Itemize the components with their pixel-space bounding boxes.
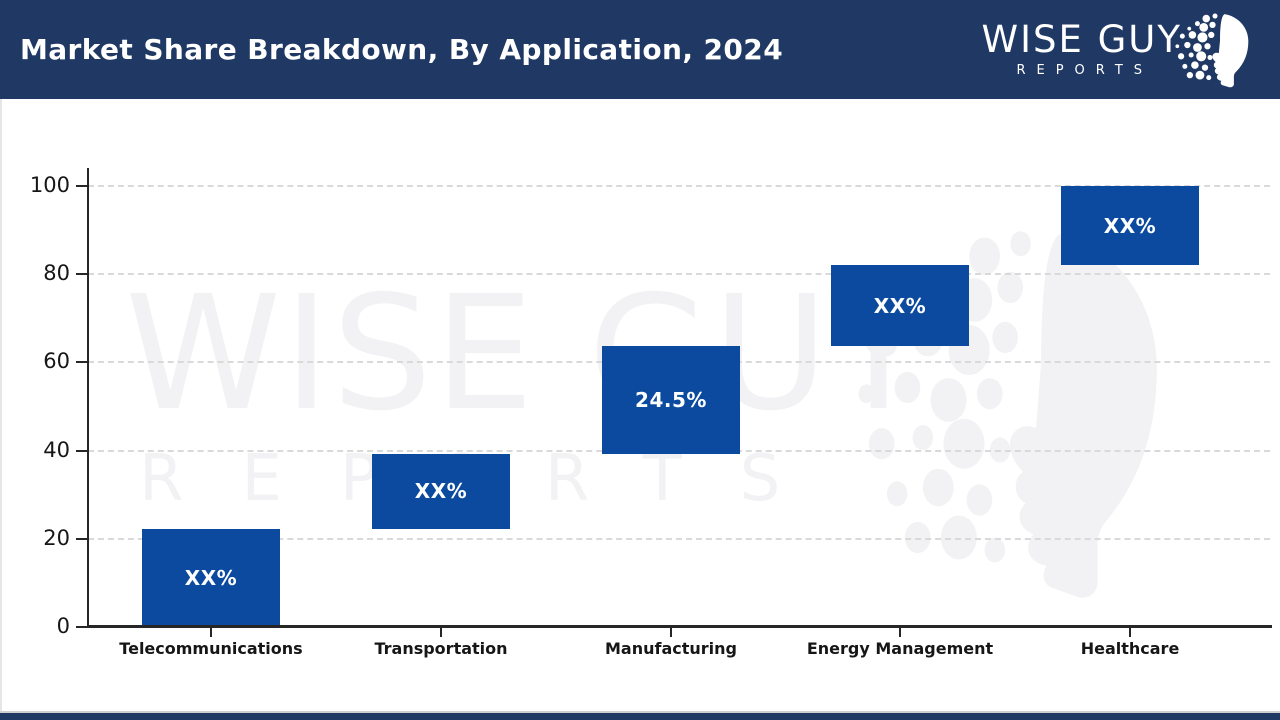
header-bar: Market Share Breakdown, By Application, … <box>0 0 1280 99</box>
bottom-divider <box>0 711 1280 713</box>
logo-text: WISE GUY REPORTS <box>982 21 1182 78</box>
x-category-label: Energy Management <box>806 639 994 658</box>
x-tick-mark <box>899 628 901 637</box>
logo-wordmark: WISE GUY <box>981 18 1182 61</box>
y-tick-label: 0 <box>56 614 70 638</box>
x-category-label: Healthcare <box>1080 639 1180 658</box>
bar-value-label: XX% <box>1103 213 1157 238</box>
x-category-label: Telecommunications <box>119 639 303 658</box>
bar-value-label: XX% <box>184 565 238 590</box>
bar-energy-management: XX% <box>831 265 969 346</box>
gridline <box>88 273 1270 276</box>
y-tick-label: 80 <box>43 261 70 286</box>
y-tick-mark <box>76 361 88 364</box>
x-tick-mark <box>210 628 212 637</box>
y-tick-label: 40 <box>43 437 70 462</box>
bar-telecommunications: XX% <box>142 528 280 627</box>
y-tick-mark <box>76 449 88 452</box>
logo-subtext: REPORTS <box>1016 63 1154 78</box>
bar-value-label: XX% <box>873 293 927 318</box>
y-tick-mark <box>76 185 88 187</box>
y-tick-label: 60 <box>43 349 70 374</box>
gridline <box>88 185 1270 187</box>
y-tick-mark <box>76 273 88 276</box>
x-category-label: Transportation <box>374 639 508 658</box>
gridline <box>88 537 1270 540</box>
footer-bar <box>0 713 1280 720</box>
bar-transportation: XX% <box>372 453 510 529</box>
x-tick-mark <box>440 628 442 637</box>
x-tick-mark <box>670 628 672 637</box>
y-tick-mark <box>76 537 88 540</box>
chart-title: Market Share Breakdown, By Application, … <box>20 33 784 66</box>
x-category-label: Manufacturing <box>605 639 737 658</box>
bar-value-label: XX% <box>414 479 468 504</box>
y-tick-mark <box>76 626 88 628</box>
watermark: WISE GUY REPORTS <box>125 262 929 511</box>
left-edge-divider <box>0 99 2 711</box>
y-tick-label: 100 <box>29 173 70 197</box>
y-tick-label: 20 <box>43 525 70 550</box>
bar-value-label: 24.5% <box>635 387 707 412</box>
x-axis-line <box>87 625 1272 628</box>
y-axis-line <box>87 168 89 628</box>
bar-manufacturing: 24.5% <box>602 345 740 454</box>
watermark-wordmark: WISE GUY <box>125 262 929 446</box>
x-tick-mark <box>1129 628 1131 637</box>
watermark-subtext: REPORTS <box>125 447 905 511</box>
bar-healthcare: XX% <box>1061 186 1199 266</box>
wise-guy-logo: WISE GUY REPORTS <box>982 10 1254 90</box>
